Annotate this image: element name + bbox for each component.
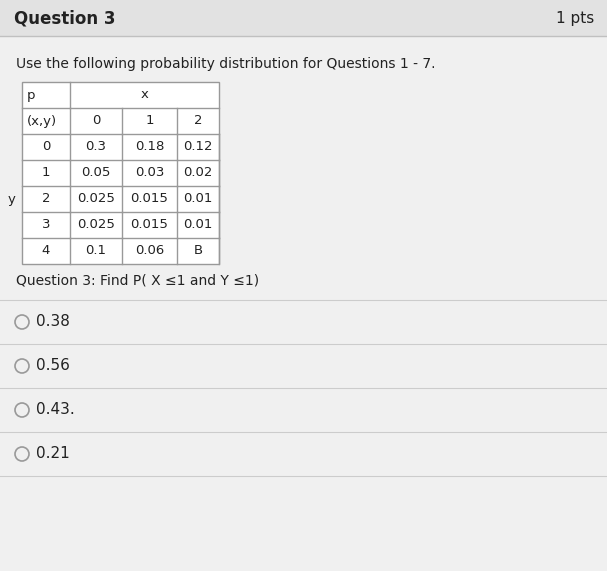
Text: 2: 2 bbox=[194, 115, 202, 127]
Text: 1: 1 bbox=[42, 167, 50, 179]
Bar bbox=[22, 82, 219, 264]
Text: 0.015: 0.015 bbox=[131, 192, 168, 206]
Text: Question 3: Find P( X ≤1 and Y ≤1): Question 3: Find P( X ≤1 and Y ≤1) bbox=[16, 273, 259, 287]
Text: 0.025: 0.025 bbox=[77, 219, 115, 231]
Text: (x,y): (x,y) bbox=[27, 115, 57, 127]
Text: 0: 0 bbox=[92, 115, 100, 127]
Text: B: B bbox=[194, 244, 203, 258]
Text: 1: 1 bbox=[145, 115, 154, 127]
Text: 0.38: 0.38 bbox=[36, 315, 70, 329]
Text: 0.03: 0.03 bbox=[135, 167, 164, 179]
Text: 0.05: 0.05 bbox=[81, 167, 110, 179]
Text: 0.21: 0.21 bbox=[36, 447, 70, 461]
Text: 4: 4 bbox=[42, 244, 50, 258]
Text: 0.3: 0.3 bbox=[86, 140, 106, 154]
Text: x: x bbox=[141, 89, 149, 102]
Text: 0.025: 0.025 bbox=[77, 192, 115, 206]
Text: 1 pts: 1 pts bbox=[556, 10, 594, 26]
Text: 0.18: 0.18 bbox=[135, 140, 164, 154]
Text: 3: 3 bbox=[42, 219, 50, 231]
Text: 0.43.: 0.43. bbox=[36, 403, 75, 417]
Text: 0.01: 0.01 bbox=[183, 192, 212, 206]
Text: y: y bbox=[8, 192, 16, 206]
Text: 0.12: 0.12 bbox=[183, 140, 212, 154]
Text: Question 3: Question 3 bbox=[14, 9, 115, 27]
Text: Use the following probability distribution for Questions 1 - 7.: Use the following probability distributi… bbox=[16, 57, 435, 71]
Text: 2: 2 bbox=[42, 192, 50, 206]
Text: 0.1: 0.1 bbox=[86, 244, 106, 258]
Text: 0.015: 0.015 bbox=[131, 219, 168, 231]
Text: p: p bbox=[27, 89, 35, 102]
Text: 0: 0 bbox=[42, 140, 50, 154]
Bar bbox=[0, 0, 607, 36]
Text: 0.01: 0.01 bbox=[183, 219, 212, 231]
Text: 0.06: 0.06 bbox=[135, 244, 164, 258]
Text: 0.56: 0.56 bbox=[36, 359, 70, 373]
Text: 0.02: 0.02 bbox=[183, 167, 212, 179]
